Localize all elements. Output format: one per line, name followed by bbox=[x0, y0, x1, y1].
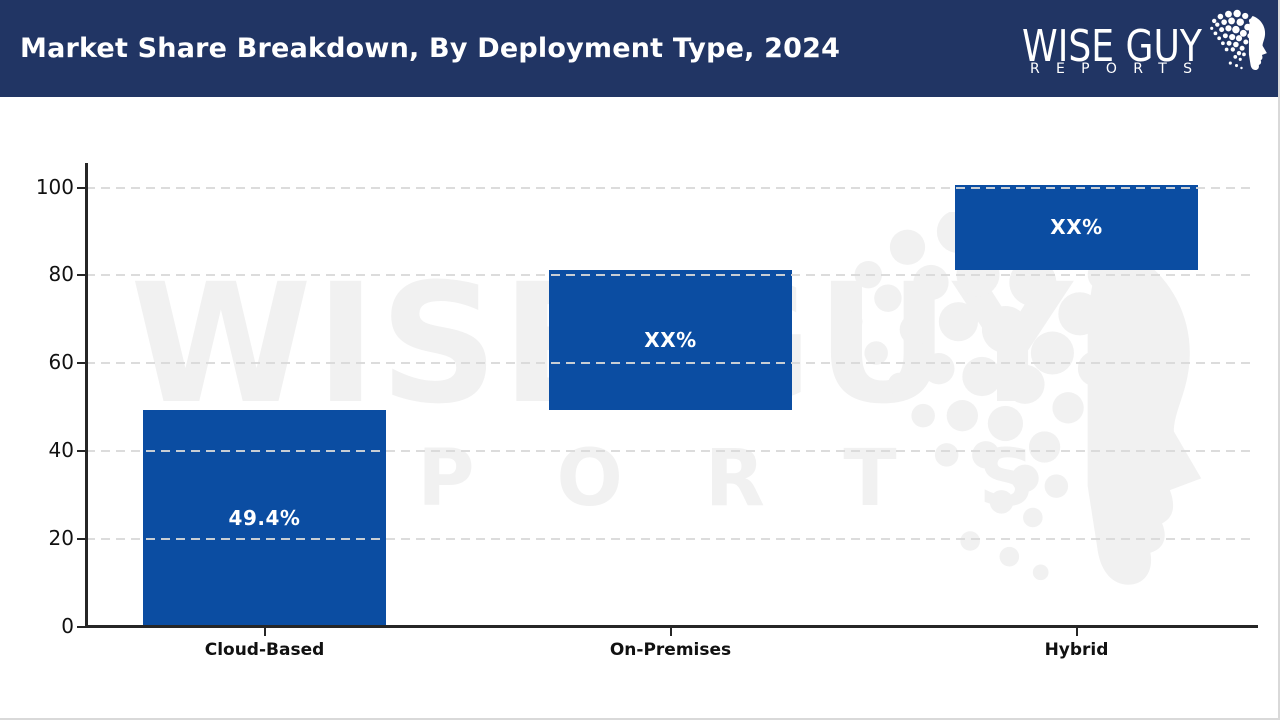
x-category-label: Hybrid bbox=[1044, 640, 1109, 660]
bar-value-label: XX% bbox=[644, 327, 697, 352]
bar-cloud-based: 49.4% bbox=[143, 409, 386, 627]
x-tick-2 bbox=[1075, 628, 1078, 636]
y-tick-100 bbox=[77, 186, 86, 189]
wise-guy-reports-logo: WISE GUY REPORTS bbox=[1022, 9, 1267, 77]
bar-value-label: XX% bbox=[1050, 215, 1103, 240]
y-tick-label: 0 bbox=[61, 614, 74, 638]
gridline-20 bbox=[86, 538, 1256, 541]
x-axis-line bbox=[85, 625, 1258, 628]
gridline-40 bbox=[86, 450, 1256, 453]
logo-wiseguy-text: WISE GUY bbox=[1022, 21, 1202, 72]
y-tick-label: 40 bbox=[48, 438, 74, 463]
y-tick-label: 100 bbox=[35, 174, 74, 199]
bar-value-label: 49.4% bbox=[228, 506, 301, 531]
x-category-label: Cloud-Based bbox=[204, 640, 325, 660]
gridline-80 bbox=[86, 274, 1256, 277]
gridline-60 bbox=[86, 362, 1256, 365]
y-tick-label: 80 bbox=[48, 262, 74, 287]
y-tick-40 bbox=[77, 450, 86, 453]
x-tick-1 bbox=[669, 628, 672, 636]
x-tick-0 bbox=[263, 628, 266, 636]
x-category-label: On-Premises bbox=[609, 640, 732, 660]
y-tick-label: 60 bbox=[48, 350, 74, 375]
gridline-100 bbox=[86, 186, 1256, 189]
y-tick-20 bbox=[77, 538, 86, 541]
y-tick-0 bbox=[77, 626, 86, 628]
bar-hybrid: XX% bbox=[955, 185, 1198, 270]
y-axis-line bbox=[85, 163, 88, 628]
logo-head-icon bbox=[1210, 9, 1267, 70]
watermark-head-icon bbox=[842, 212, 1202, 585]
y-tick-80 bbox=[77, 274, 86, 277]
y-tick-label: 20 bbox=[48, 526, 74, 551]
y-tick-60 bbox=[77, 362, 86, 365]
page-title: Market Share Breakdown, By Deployment Ty… bbox=[20, 33, 841, 64]
header-bar: Market Share Breakdown, By Deployment Ty… bbox=[0, 0, 1280, 97]
bar-on-premises: XX% bbox=[549, 269, 792, 410]
